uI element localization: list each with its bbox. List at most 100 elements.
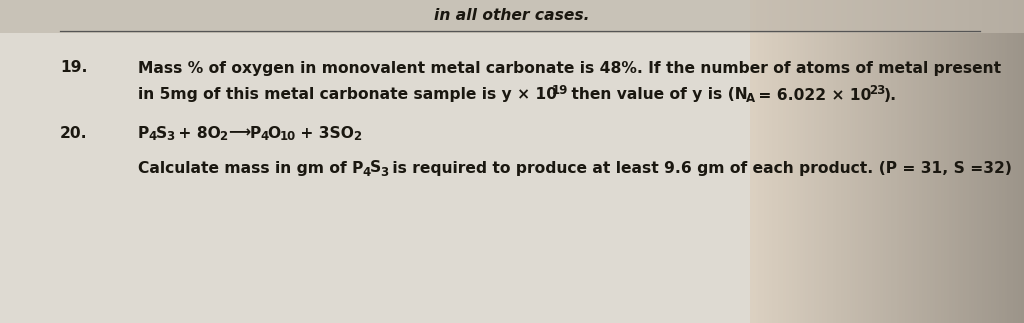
Bar — [952, 0, 954, 323]
Bar — [907, 0, 910, 323]
Bar — [814, 0, 816, 323]
Bar — [977, 0, 980, 323]
Bar — [1001, 0, 1005, 323]
Bar — [788, 0, 792, 323]
Bar — [905, 0, 907, 323]
Text: O: O — [267, 126, 281, 141]
Bar — [974, 0, 977, 323]
Bar — [988, 0, 991, 323]
Bar — [811, 0, 814, 323]
Bar — [836, 0, 839, 323]
Bar — [866, 0, 869, 323]
Text: 2: 2 — [352, 130, 360, 143]
Bar — [1021, 0, 1024, 323]
Bar — [933, 0, 936, 323]
Bar — [957, 0, 961, 323]
Text: Calculate mass in gm of P: Calculate mass in gm of P — [138, 161, 364, 175]
Bar — [1013, 0, 1016, 323]
Bar — [874, 0, 878, 323]
Bar — [780, 0, 783, 323]
Bar — [1016, 0, 1019, 323]
Bar — [783, 0, 786, 323]
Bar — [792, 0, 795, 323]
Bar — [949, 0, 952, 323]
Text: then value of y is (N: then value of y is (N — [566, 88, 748, 102]
Bar — [1008, 0, 1010, 323]
Bar — [922, 0, 925, 323]
Bar — [913, 0, 916, 323]
Text: 4: 4 — [362, 165, 371, 179]
Text: P: P — [250, 126, 261, 141]
Text: in 5mg of this metal carbonate sample is y × 10: in 5mg of this metal carbonate sample is… — [138, 88, 557, 102]
Bar — [993, 0, 996, 323]
Text: 20.: 20. — [60, 126, 88, 141]
Bar — [777, 0, 780, 323]
Bar — [844, 0, 847, 323]
Bar — [827, 0, 830, 323]
Bar — [800, 0, 803, 323]
Bar — [850, 0, 852, 323]
Bar — [897, 0, 899, 323]
Bar — [938, 0, 941, 323]
Bar — [966, 0, 969, 323]
Bar — [803, 0, 805, 323]
Text: S: S — [370, 161, 381, 175]
Text: 4: 4 — [260, 130, 268, 143]
Bar — [855, 0, 858, 323]
Text: P: P — [138, 126, 150, 141]
Bar — [1019, 0, 1021, 323]
Bar — [936, 0, 938, 323]
Bar — [878, 0, 880, 323]
Text: 19.: 19. — [60, 60, 87, 76]
Bar — [991, 0, 993, 323]
Bar — [982, 0, 985, 323]
Text: 23: 23 — [869, 84, 886, 97]
Bar — [996, 0, 999, 323]
Bar — [847, 0, 850, 323]
Bar — [999, 0, 1001, 323]
Text: S: S — [156, 126, 167, 141]
Bar — [839, 0, 842, 323]
Bar — [902, 0, 905, 323]
Bar — [767, 0, 769, 323]
Bar — [883, 0, 886, 323]
Text: 4: 4 — [148, 130, 157, 143]
Bar — [756, 0, 759, 323]
Bar — [980, 0, 982, 323]
Bar — [927, 0, 930, 323]
Text: A: A — [746, 92, 755, 106]
Bar — [972, 0, 974, 323]
Bar — [753, 0, 756, 323]
Bar — [824, 0, 827, 323]
Bar — [830, 0, 834, 323]
Bar — [775, 0, 777, 323]
Bar — [769, 0, 772, 323]
Bar — [894, 0, 897, 323]
Bar — [961, 0, 964, 323]
Bar — [925, 0, 927, 323]
Bar — [889, 0, 891, 323]
Bar — [822, 0, 824, 323]
Bar — [954, 0, 957, 323]
Bar — [761, 0, 764, 323]
Text: ).: ). — [884, 88, 897, 102]
Text: 2: 2 — [219, 130, 227, 143]
Text: 3: 3 — [380, 165, 388, 179]
Bar — [880, 0, 883, 323]
Text: + 3SO: + 3SO — [295, 126, 353, 141]
Bar — [871, 0, 874, 323]
Bar — [772, 0, 775, 323]
Bar — [919, 0, 922, 323]
Bar — [808, 0, 811, 323]
Text: + 8O: + 8O — [173, 126, 220, 141]
Bar — [899, 0, 902, 323]
Bar — [816, 0, 819, 323]
Bar — [861, 0, 863, 323]
Bar — [842, 0, 844, 323]
Bar — [886, 0, 889, 323]
Text: ⟶: ⟶ — [227, 126, 250, 141]
Bar — [797, 0, 800, 323]
Bar — [944, 0, 946, 323]
Bar — [910, 0, 913, 323]
Bar — [930, 0, 933, 323]
